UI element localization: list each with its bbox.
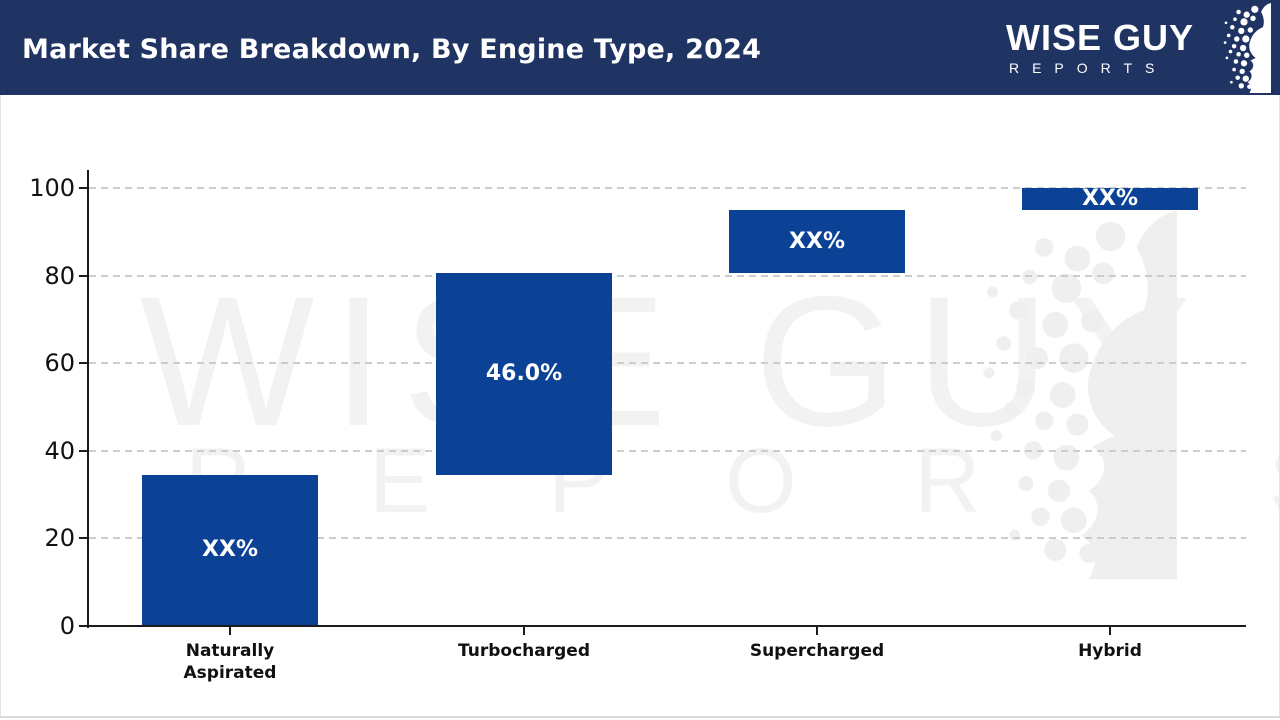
- header-bar: Market Share Breakdown, By Engine Type, …: [0, 0, 1280, 95]
- y-tick-label: 60: [44, 349, 75, 377]
- y-tick-mark: [79, 537, 87, 539]
- y-tick-mark: [79, 624, 87, 627]
- page-border-left: [0, 95, 1, 718]
- y-gridline: [89, 449, 1246, 452]
- y-tick-label: 0: [59, 611, 75, 640]
- logo-text: WISE GUY REPORTS: [1005, 16, 1194, 76]
- wise-guy-logo: WISE GUY REPORTS: [1005, 2, 1280, 93]
- x-category-label: Turbocharged: [458, 641, 590, 661]
- y-tick-mark: [79, 274, 87, 277]
- bar-value-label: XX%: [1082, 185, 1138, 211]
- y-tick-label: 20: [44, 524, 75, 552]
- bar-naturally-aspirated: XX%: [142, 474, 318, 626]
- y-gridline: [89, 187, 1246, 189]
- logo-wise-guy-text: WISE GUY: [1005, 16, 1194, 58]
- x-tick-mark: [523, 627, 525, 635]
- x-category-label: Supercharged: [749, 641, 885, 661]
- logo-reports-text: REPORTS: [1008, 59, 1168, 76]
- x-category-label: Naturally Aspirated: [183, 641, 277, 683]
- x-tick-mark: [1109, 627, 1111, 635]
- bar-value-label: 46.0%: [485, 360, 563, 386]
- y-tick-label: 40: [44, 436, 75, 465]
- y-gridline: [89, 362, 1246, 364]
- bar-hybrid: XX%: [1022, 185, 1198, 211]
- bar-value-label: XX%: [789, 228, 845, 254]
- y-tick-mark: [79, 362, 87, 364]
- y-gridline: [89, 537, 1246, 539]
- x-tick-mark: [229, 627, 231, 635]
- y-tick-label: 80: [44, 261, 75, 290]
- x-tick-mark: [816, 627, 818, 635]
- x-category-label: Hybrid: [1078, 641, 1142, 661]
- page-border-bottom: [0, 716, 1280, 718]
- x-axis-line: [87, 625, 1246, 627]
- y-axis-line: [87, 170, 89, 628]
- y-gridline: [89, 274, 1246, 277]
- bar-value-label: XX%: [202, 537, 258, 563]
- bar-turbocharged: 46.0%: [436, 273, 612, 475]
- y-tick-mark: [79, 449, 87, 452]
- bar-supercharged: XX%: [729, 209, 905, 274]
- chart-title: Market Share Breakdown, By Engine Type, …: [22, 34, 762, 65]
- y-tick-mark: [79, 187, 87, 189]
- y-tick-label: 100: [29, 174, 75, 202]
